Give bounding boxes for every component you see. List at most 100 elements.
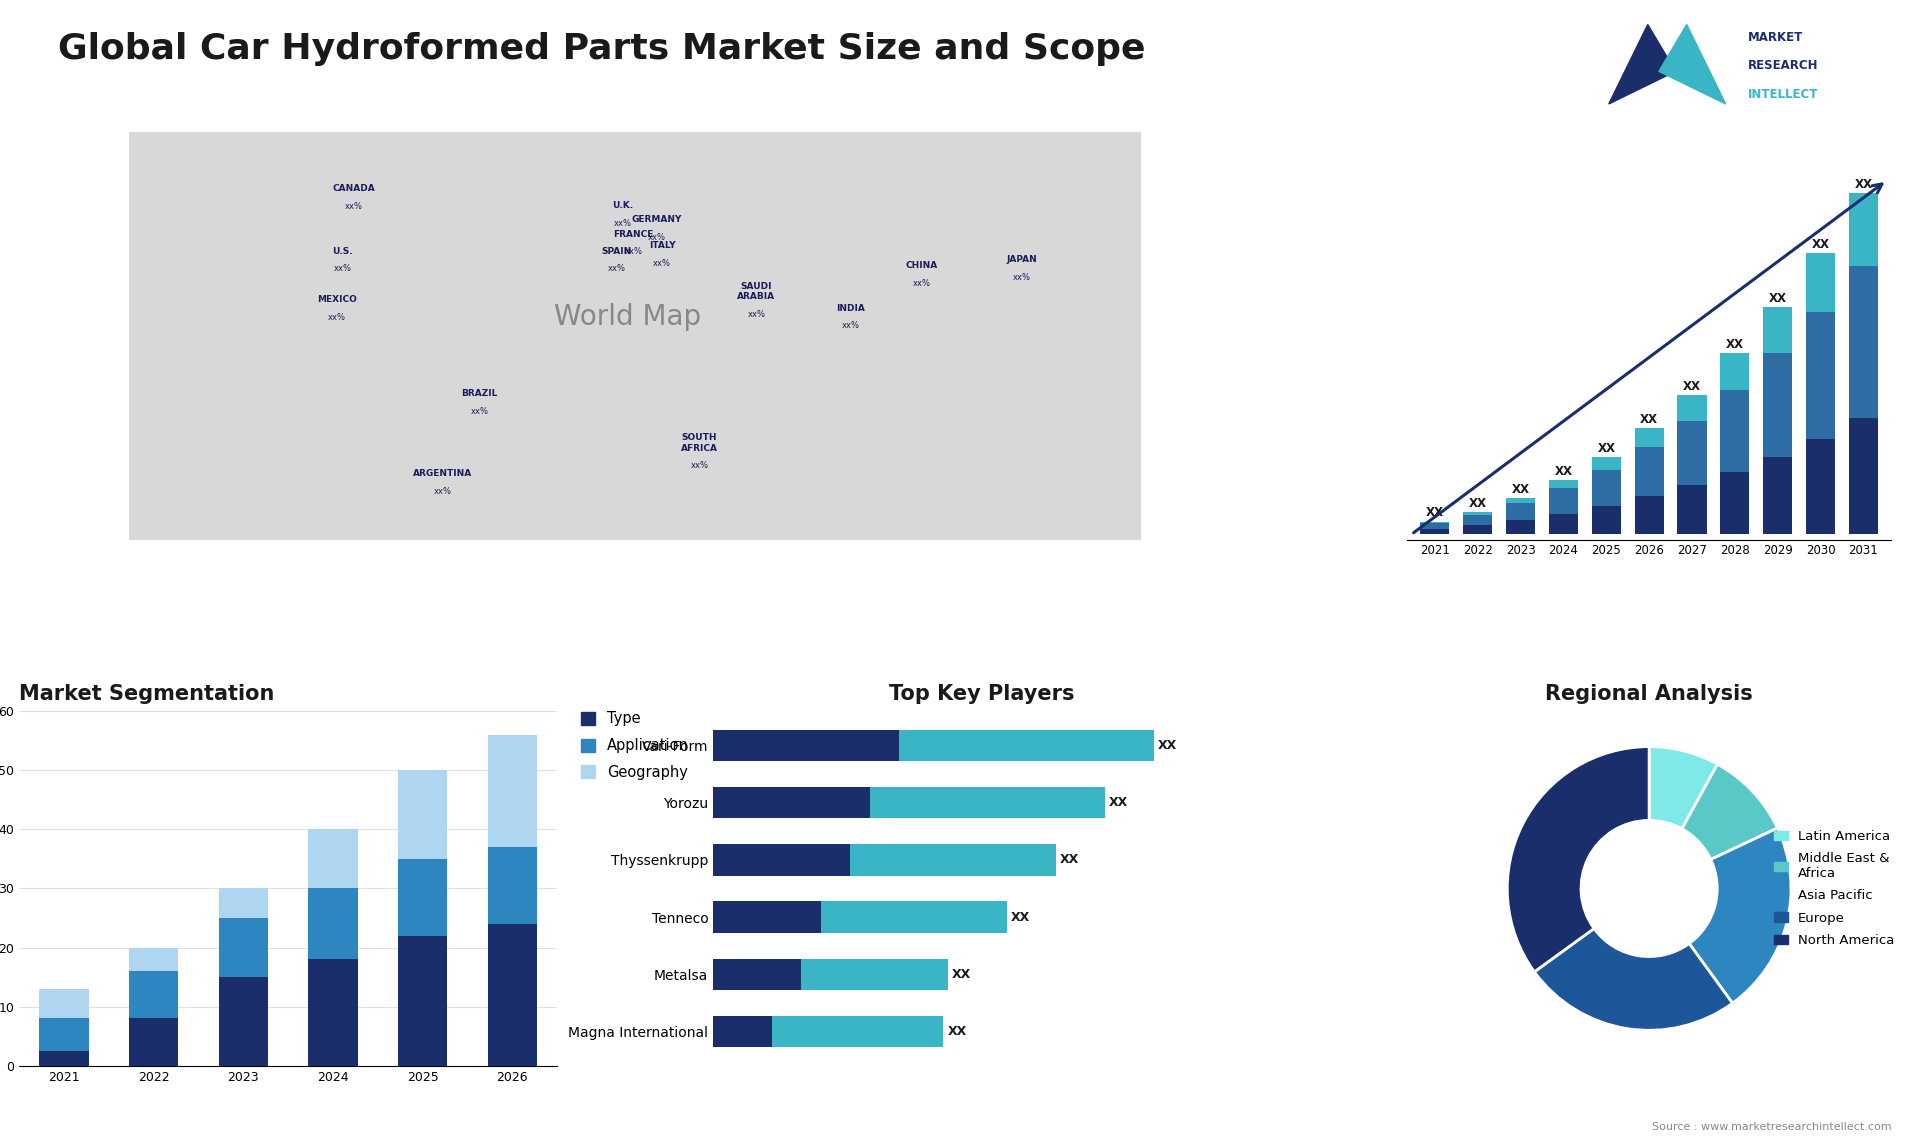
- Bar: [1463, 512, 1492, 515]
- Bar: [1720, 353, 1749, 390]
- Text: XX: XX: [1684, 379, 1701, 393]
- Bar: [1720, 472, 1749, 534]
- Text: MEXICO: MEXICO: [317, 296, 357, 305]
- Bar: [488, 735, 538, 847]
- Bar: [40, 1051, 88, 1066]
- Text: U.K.: U.K.: [612, 202, 634, 210]
- Text: XX: XX: [952, 967, 972, 981]
- Bar: [899, 730, 1154, 761]
- Text: xx%: xx%: [647, 233, 666, 242]
- Bar: [488, 847, 538, 924]
- Bar: [309, 959, 357, 1066]
- Bar: [1505, 499, 1536, 503]
- Text: xx%: xx%: [334, 265, 351, 274]
- Polygon shape: [1609, 24, 1676, 104]
- Text: U.S.: U.S.: [332, 246, 353, 256]
- Bar: [822, 902, 1008, 933]
- Bar: [1849, 418, 1878, 534]
- Text: RESEARCH: RESEARCH: [1747, 60, 1818, 72]
- Text: xx%: xx%: [747, 311, 766, 319]
- Text: XX: XX: [1855, 178, 1872, 191]
- Text: XX: XX: [1060, 854, 1079, 866]
- Bar: [309, 888, 357, 959]
- Bar: [219, 978, 269, 1066]
- Bar: [772, 1015, 943, 1047]
- Bar: [851, 845, 1056, 876]
- Legend: Latin America, Middle East &
Africa, Asia Pacific, Europe, North America: Latin America, Middle East & Africa, Asi…: [1768, 825, 1901, 952]
- Text: XX: XX: [1427, 507, 1444, 519]
- Wedge shape: [1690, 829, 1791, 1003]
- Bar: [801, 958, 948, 990]
- Bar: [397, 858, 447, 936]
- Text: BRAZIL: BRAZIL: [461, 390, 497, 399]
- Bar: [1763, 457, 1791, 534]
- Bar: [1505, 520, 1536, 534]
- Text: ARGENTINA: ARGENTINA: [413, 470, 472, 478]
- Title: Top Key Players: Top Key Players: [889, 684, 1075, 704]
- Bar: [129, 1019, 179, 1066]
- Bar: [1763, 353, 1791, 457]
- Wedge shape: [1682, 764, 1778, 860]
- Bar: [397, 936, 447, 1066]
- Bar: [1592, 457, 1620, 470]
- Bar: [40, 1019, 88, 1051]
- Bar: [712, 902, 822, 933]
- Bar: [1549, 513, 1578, 534]
- Text: Source : www.marketresearchintellect.com: Source : www.marketresearchintellect.com: [1651, 1122, 1891, 1132]
- Bar: [1421, 523, 1450, 529]
- Text: XX: XX: [947, 1025, 966, 1038]
- Wedge shape: [1649, 746, 1718, 829]
- Bar: [1763, 307, 1791, 353]
- Bar: [1505, 503, 1536, 520]
- Text: xx%: xx%: [328, 313, 346, 322]
- Text: JAPAN: JAPAN: [1006, 256, 1037, 265]
- Text: SPAIN: SPAIN: [601, 246, 632, 256]
- Text: xx%: xx%: [612, 219, 632, 228]
- Bar: [1720, 390, 1749, 472]
- Bar: [1421, 529, 1450, 534]
- Text: xx%: xx%: [653, 259, 672, 268]
- Text: CHINA: CHINA: [906, 261, 937, 270]
- Bar: [712, 845, 851, 876]
- Text: xx%: xx%: [691, 461, 708, 470]
- Bar: [712, 787, 870, 818]
- Text: XX: XX: [1158, 739, 1177, 752]
- Bar: [1463, 525, 1492, 534]
- Text: INTELLECT: INTELLECT: [1747, 88, 1818, 101]
- Text: ITALY: ITALY: [649, 241, 676, 250]
- Bar: [1807, 312, 1836, 439]
- Text: INDIA: INDIA: [835, 304, 864, 313]
- Bar: [1849, 194, 1878, 266]
- Bar: [712, 1015, 772, 1047]
- Bar: [1634, 447, 1665, 496]
- Wedge shape: [1507, 746, 1649, 972]
- Bar: [1678, 395, 1707, 421]
- Bar: [1807, 439, 1836, 534]
- Bar: [219, 918, 269, 978]
- Text: XX: XX: [1726, 338, 1743, 352]
- Bar: [1634, 496, 1665, 534]
- Bar: [40, 989, 88, 1019]
- Bar: [1678, 421, 1707, 485]
- Text: XX: XX: [1768, 292, 1788, 305]
- Bar: [1678, 485, 1707, 534]
- Text: SAUDI
ARABIA: SAUDI ARABIA: [737, 282, 776, 301]
- Text: xx%: xx%: [434, 487, 451, 496]
- Text: XX: XX: [1511, 484, 1530, 496]
- Text: XX: XX: [1555, 465, 1572, 478]
- Text: xx%: xx%: [912, 278, 931, 288]
- Bar: [1634, 429, 1665, 447]
- Text: XX: XX: [1597, 442, 1615, 455]
- Text: XX: XX: [1811, 237, 1830, 251]
- Text: SOUTH
AFRICA: SOUTH AFRICA: [682, 433, 718, 453]
- Text: xx%: xx%: [1012, 273, 1031, 282]
- Text: Market Segmentation: Market Segmentation: [19, 684, 275, 704]
- Bar: [1592, 470, 1620, 507]
- Bar: [1592, 507, 1620, 534]
- Bar: [1549, 488, 1578, 513]
- Legend: Type, Application, Geography: Type, Application, Geography: [580, 712, 689, 779]
- Bar: [712, 958, 801, 990]
- Bar: [1849, 266, 1878, 418]
- Text: CANADA: CANADA: [332, 185, 376, 194]
- Bar: [488, 924, 538, 1066]
